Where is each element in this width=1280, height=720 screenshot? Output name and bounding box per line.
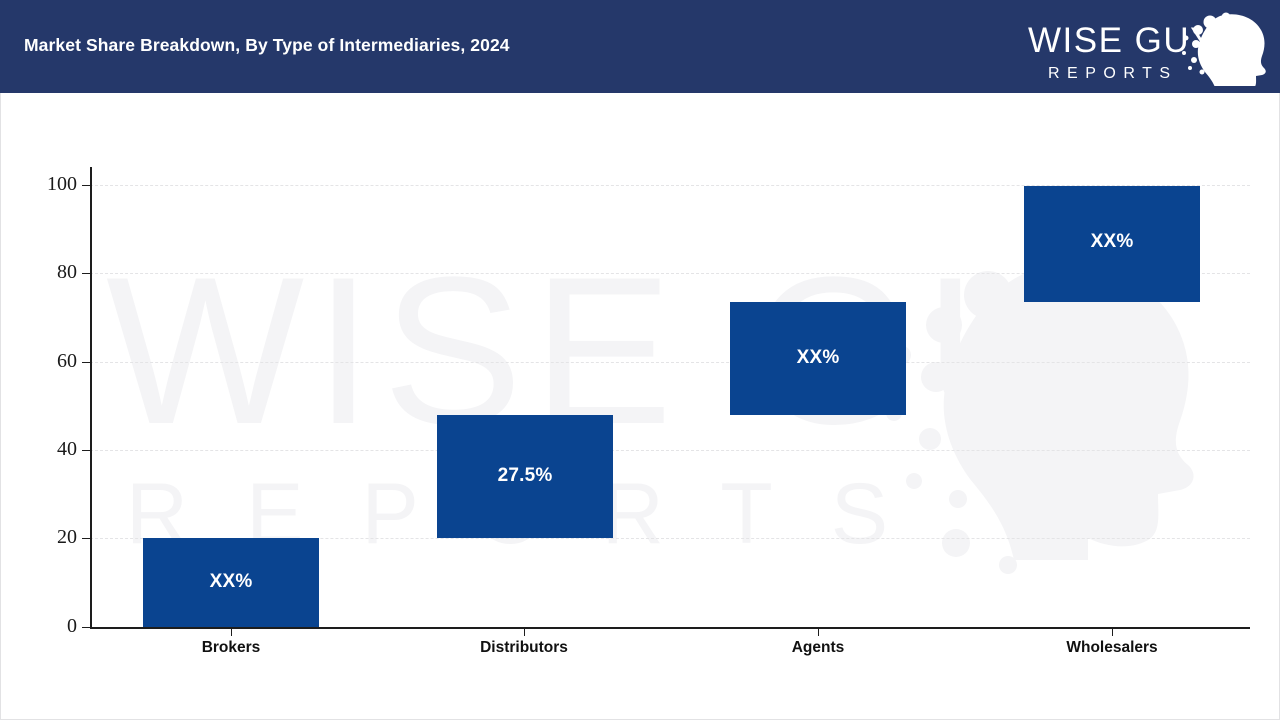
bar-brokers[interactable] [143,538,319,627]
y-tick-mark-80 [82,273,90,274]
bar-label-distributors: 27.5% [497,465,553,486]
svg-text:REPORTS: REPORTS [1048,65,1178,82]
y-tick-label-100: 100 [47,173,77,195]
y-tick-label-80: 80 [57,261,77,283]
gridline-20 [90,538,1250,539]
page-header: Market Share Breakdown, By Type of Inter… [0,0,1280,93]
y-tick-label-60: 60 [57,350,77,372]
bar-agents[interactable] [730,302,906,415]
x-tick-label-brokers: Brokers [201,639,261,656]
x-axis-line [90,627,1250,629]
y-tick-label-0: 0 [67,615,77,637]
x-tick-mark-wholesalers [1112,627,1113,636]
y-tick-mark-20 [82,538,90,539]
chart-card: WISE GU REPORTS [0,93,1280,720]
watermark-head-icon [886,256,1194,574]
bar-label-agents: XX% [796,347,840,368]
x-tick-mark-agents [818,627,819,636]
y-tick-mark-0 [82,627,90,628]
y-axis-line [90,167,92,629]
y-tick-label-20: 20 [57,526,77,548]
page-title: Market Share Breakdown, By Type of Inter… [24,35,510,55]
x-tick-mark-brokers [231,627,232,636]
x-tick-label-agents: Agents [791,639,845,656]
gridline-100 [90,185,1250,186]
x-tick-label-wholesalers: Wholesalers [1066,639,1158,656]
brand-logo: WISE GUY REPORTS [1024,8,1272,86]
gridline-40 [90,450,1250,451]
y-tick-mark-60 [82,362,90,363]
bar-distributors[interactable] [437,415,613,538]
bar-label-wholesalers: XX% [1090,231,1134,252]
x-tick-label-distributors: Distributors [480,639,568,656]
bar-wholesalers[interactable] [1024,186,1200,302]
svg-text:WISE GUY: WISE GUY [1028,21,1215,60]
bar-label-brokers: XX% [209,571,253,592]
y-tick-mark-40 [82,450,90,451]
dotted-head-profile-icon [1182,12,1266,86]
x-tick-mark-distributors [524,627,525,636]
gridline-80 [90,273,1250,274]
y-tick-label-40: 40 [57,438,77,460]
y-tick-mark-100 [82,185,90,186]
gridline-60 [90,362,1250,363]
